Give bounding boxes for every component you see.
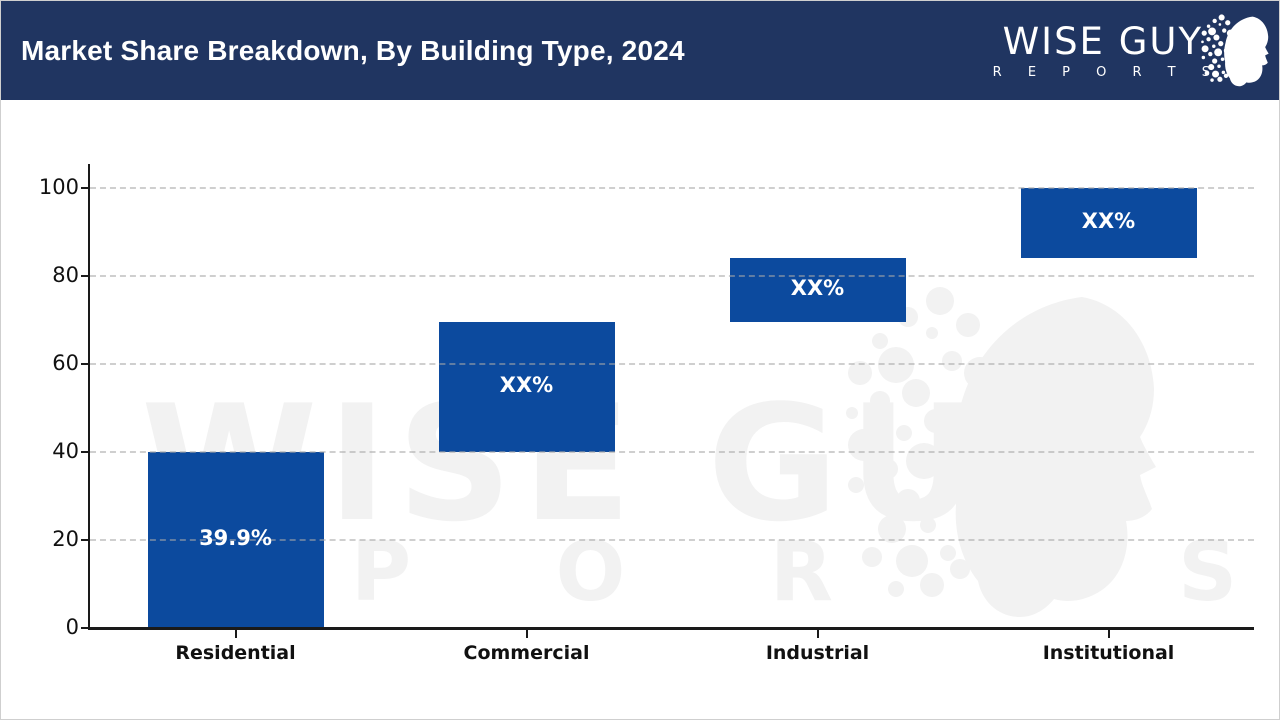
gridline-60: [90, 362, 1254, 365]
y-tick-mark: [81, 538, 89, 541]
y-axis-line: [88, 164, 90, 630]
plot-area: 39.9% Residential XX% Commercial XX% Industri…: [1, 100, 1279, 719]
gridline-40: [90, 450, 1254, 453]
x-axis-label-residential: Residential: [175, 641, 296, 664]
bar-value-label: XX%: [1081, 209, 1136, 234]
y-axis-tick-100: 100: [38, 175, 79, 199]
gridline-20: [90, 538, 1254, 541]
logo-wordmark: WISE GUY: [1002, 19, 1204, 63]
y-axis-tick-80: 80: [52, 262, 79, 287]
logo-head-icon: [1199, 7, 1273, 95]
x-axis-line: [88, 626, 1254, 630]
logo-text: WISE GUY R E P O R T S: [985, 23, 1221, 79]
x-tick-mark: [1107, 629, 1110, 638]
x-tick-mark: [816, 629, 819, 638]
header-bar: Market Share Breakdown, By Building Type…: [1, 1, 1280, 100]
y-tick-mark: [81, 274, 89, 277]
logo-subtitle: R E P O R T S: [992, 64, 1221, 80]
chart-area: WISE GUY P O R T S 39.9% Residential XX% Co…: [1, 100, 1279, 719]
bar-value-label: XX%: [790, 276, 845, 301]
wise-guy-reports-logo: WISE GUY R E P O R T S: [985, 7, 1280, 95]
x-tick-mark: [525, 629, 528, 638]
y-tick-mark: [81, 187, 89, 189]
gridline-100: [90, 187, 1254, 189]
x-axis-label-commercial: Commercial: [463, 641, 590, 664]
y-axis-tick-20: 20: [52, 526, 79, 551]
page-title: Market Share Breakdown, By Building Type…: [21, 34, 685, 66]
bar-value-label: XX%: [499, 373, 554, 398]
y-axis-tick-0: 0: [65, 614, 79, 639]
x-axis-label-institutional: Institutional: [1042, 641, 1175, 664]
bar-commercial: [438, 322, 615, 453]
y-axis-tick-60: 60: [52, 350, 79, 375]
y-tick-mark: [81, 626, 89, 629]
y-tick-mark: [81, 362, 89, 365]
bar-industrial: [729, 258, 906, 323]
x-tick-mark: [234, 629, 237, 638]
x-axis-label-industrial: Industrial: [765, 641, 870, 664]
bar-value-label: 39.9%: [199, 525, 272, 550]
y-axis-tick-40: 40: [52, 438, 79, 463]
y-tick-mark: [81, 450, 89, 453]
gridline-80: [90, 274, 1254, 277]
bar-institutional: [1020, 188, 1197, 259]
